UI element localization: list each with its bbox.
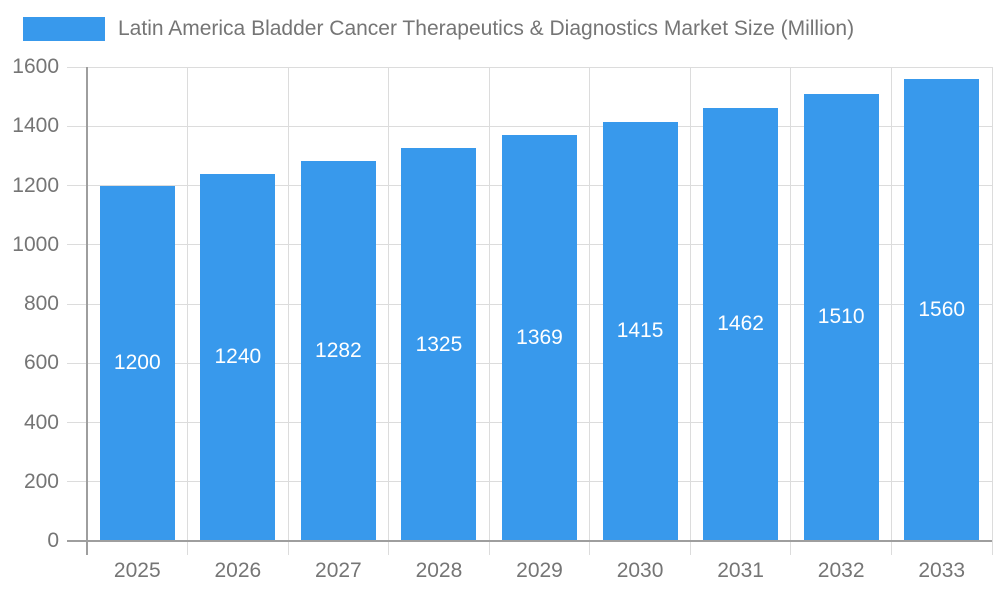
bar-value-label: 1240 bbox=[214, 345, 262, 369]
plot-area: 0 200 400 600 800 1000 1200 1400 1600 1200 2025 124… bbox=[12, 55, 993, 582]
bar[interactable] bbox=[200, 173, 276, 540]
x-axis-line bbox=[67, 540, 992, 542]
y-axis-tick-label: 1200 bbox=[12, 173, 59, 197]
legend-swatch-icon bbox=[23, 17, 105, 41]
y-axis-tick-label: 1000 bbox=[12, 232, 59, 256]
x-gridline bbox=[689, 67, 691, 555]
x-axis-tick-label: 2025 bbox=[113, 559, 161, 582]
bar[interactable] bbox=[703, 107, 779, 540]
legend[interactable]: Latin America Bladder Cancer Therapeutic… bbox=[23, 17, 854, 41]
y-axis-line bbox=[86, 67, 88, 555]
x-gridline bbox=[589, 67, 591, 555]
legend-label: Latin America Bladder Cancer Therapeutic… bbox=[118, 17, 855, 40]
bar[interactable] bbox=[602, 121, 678, 540]
bar-value-label: 1325 bbox=[415, 332, 463, 356]
x-axis-tick-label: 2031 bbox=[717, 559, 764, 582]
x-axis-tick-label: 2026 bbox=[214, 559, 262, 582]
x-gridline bbox=[287, 67, 289, 555]
bar[interactable] bbox=[502, 135, 577, 540]
bar-value-label: 1510 bbox=[817, 305, 865, 329]
x-gridline bbox=[890, 67, 892, 555]
y-gridline bbox=[67, 66, 992, 68]
bar-value-label: 1369 bbox=[516, 326, 563, 350]
x-gridline bbox=[187, 67, 189, 555]
bar[interactable] bbox=[99, 185, 175, 540]
bar-value-label: 1282 bbox=[315, 339, 362, 363]
x-axis-tick-label: 2029 bbox=[516, 559, 563, 582]
bar-value-label: 1200 bbox=[113, 351, 161, 375]
y-axis-tick-label: 1600 bbox=[12, 55, 59, 78]
y-axis-tick-label: 1400 bbox=[12, 114, 59, 138]
y-axis-tick-label: 800 bbox=[23, 292, 59, 315]
y-axis-tick-label: 400 bbox=[23, 410, 59, 434]
y-gridline bbox=[67, 125, 992, 127]
x-gridline bbox=[790, 67, 792, 555]
bar[interactable] bbox=[401, 148, 477, 540]
x-gridline bbox=[388, 67, 390, 555]
x-gridline bbox=[488, 67, 490, 555]
x-axis-tick-label: 2028 bbox=[415, 559, 463, 582]
bar-value-label: 1415 bbox=[616, 319, 664, 343]
y-axis-tick-label: 200 bbox=[23, 469, 59, 493]
y-axis-tick-label: 600 bbox=[23, 351, 59, 375]
x-axis-tick-label: 2032 bbox=[817, 559, 865, 582]
x-axis-tick-label: 2033 bbox=[918, 559, 966, 582]
x-axis-tick-label: 2027 bbox=[315, 559, 362, 582]
y-axis-tick-label: 0 bbox=[47, 529, 59, 552]
bar[interactable] bbox=[904, 78, 980, 540]
bar[interactable] bbox=[803, 93, 879, 540]
bar-value-label: 1560 bbox=[918, 297, 966, 321]
x-gridline bbox=[991, 67, 993, 555]
bar[interactable] bbox=[300, 161, 376, 540]
bar-value-label: 1462 bbox=[717, 312, 764, 336]
x-axis-tick-label: 2030 bbox=[616, 559, 664, 582]
